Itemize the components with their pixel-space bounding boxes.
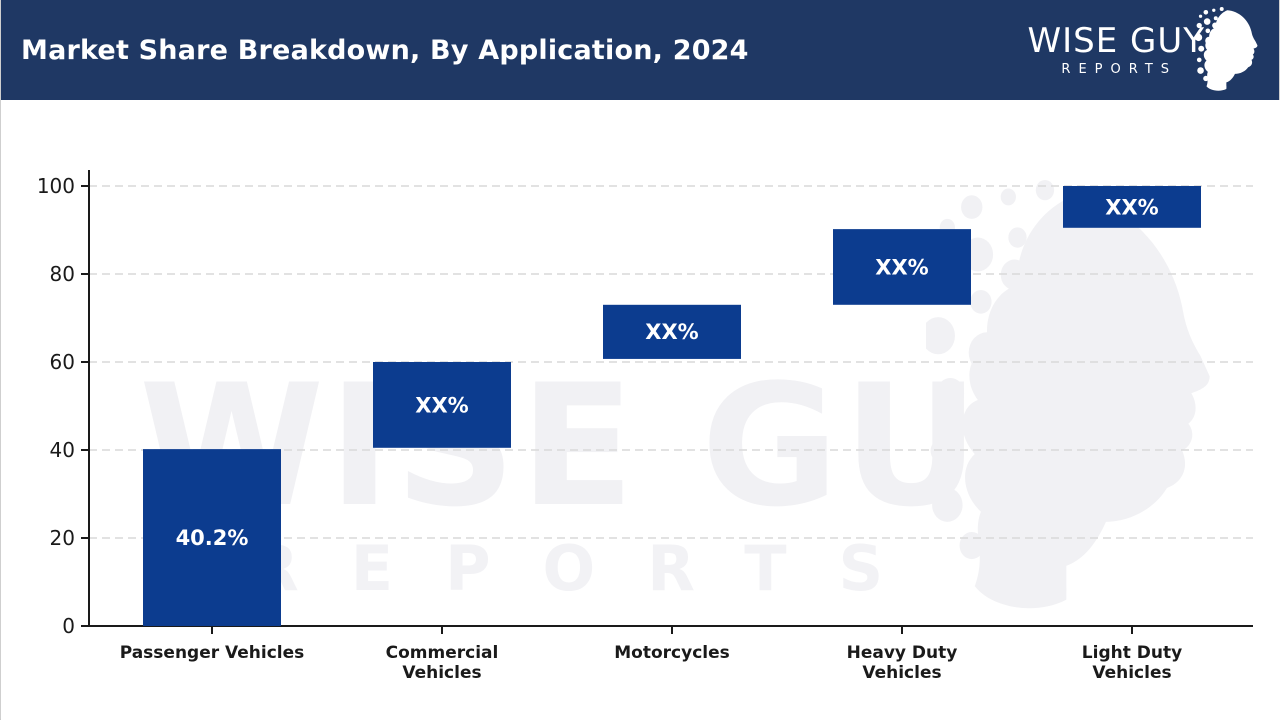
bar-label-passenger-vehicles: 40.2% bbox=[176, 526, 249, 550]
bar-passenger-vehicles bbox=[143, 449, 281, 626]
x-tick-label-passenger-vehicles: Passenger Vehicles bbox=[120, 643, 305, 663]
y-tick-label-60: 60 bbox=[50, 350, 75, 374]
bar-label-light-duty-vehicles: XX% bbox=[1105, 195, 1158, 219]
logo-wordmark-line2: REPORTS bbox=[1061, 61, 1178, 77]
x-tick-label-commercial-vehicles: Commercial Vehicles bbox=[386, 643, 499, 683]
header: Market Share Breakdown, By Application, … bbox=[1, 0, 1279, 100]
bar-light-duty-vehicles bbox=[1063, 186, 1201, 228]
wise-guy-logo: WISE GUY REPORTS bbox=[1027, 7, 1279, 93]
y-tick-label-0: 0 bbox=[62, 614, 75, 638]
bar-motorcycles bbox=[603, 304, 741, 359]
x-tick-label-motorcycles: Motorcycles bbox=[614, 643, 730, 663]
bar-label-commercial-vehicles: XX% bbox=[415, 393, 468, 417]
bar-label-motorcycles: XX% bbox=[645, 320, 698, 344]
logo-wordmark: WISE GUY REPORTS bbox=[1027, 24, 1205, 77]
y-tick-label-100: 100 bbox=[37, 174, 75, 198]
y-tick-label-80: 80 bbox=[50, 262, 75, 286]
y-tick-label-40: 40 bbox=[50, 438, 75, 462]
bar-commercial-vehicles bbox=[373, 362, 511, 448]
logo-wordmark-line1: WISE GUY bbox=[1027, 20, 1205, 61]
page-title: Market Share Breakdown, By Application, … bbox=[21, 34, 749, 66]
watermark-text-reports: REPORTS bbox=[251, 532, 936, 605]
bar-heavy-duty-vehicles bbox=[833, 229, 971, 305]
bar-label-heavy-duty-vehicles: XX% bbox=[875, 255, 928, 279]
x-tick-label-heavy-duty-vehicles: Heavy Duty Vehicles bbox=[847, 643, 958, 683]
chart-area: WISE GUY REPORTS 0 20 40 60 80 100 40.2% Passen… bbox=[1, 100, 1280, 720]
y-tick-label-20: 20 bbox=[50, 526, 75, 550]
x-tick-label-light-duty-vehicles: Light Duty Vehicles bbox=[1082, 643, 1182, 683]
